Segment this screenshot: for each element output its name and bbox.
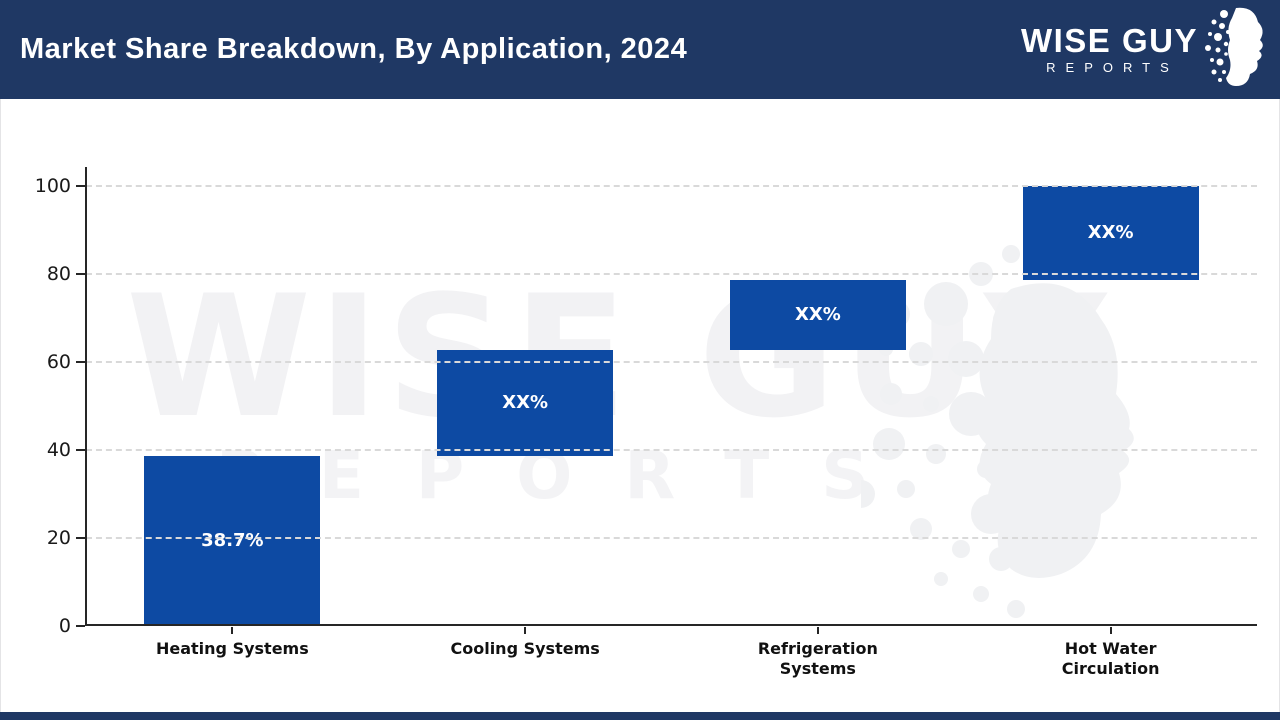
y-tick-40: [76, 449, 85, 451]
bar-value-label: XX%: [1087, 222, 1134, 244]
y-axis-line: [85, 167, 87, 626]
brand-subtitle: REPORTS: [1046, 60, 1179, 75]
y-tick-label-60: 60: [46, 351, 71, 373]
footer-bar: [0, 712, 1280, 720]
header-bar: Market Share Breakdown, By Application, …: [0, 0, 1280, 99]
x-category-label: Heating Systems: [155, 639, 309, 658]
y-tick-20: [76, 537, 85, 539]
bar-segment: XX%: [729, 279, 906, 350]
chart-area: WISE GUY REPORTS 0 20 40 60 80 100 38.7% Heatin…: [0, 99, 1280, 712]
y-tick-0: [76, 625, 85, 627]
y-tick-80: [76, 273, 85, 275]
x-tick-1: [524, 627, 527, 634]
bar-value-label: XX%: [502, 392, 549, 414]
x-axis-line: [85, 624, 1257, 626]
bar-segment: XX%: [1022, 186, 1199, 280]
x-tick-3: [1109, 627, 1112, 634]
y-tick-100: [76, 185, 85, 187]
watermark-face-icon: [847, 229, 1201, 634]
bar-value-label: 38.7%: [201, 530, 264, 552]
x-tick-2: [816, 627, 819, 634]
brand-name: WISE GUY: [1020, 22, 1198, 59]
y-tick-label-80: 80: [46, 263, 71, 285]
brand-logo-text: WISE GUY REPORTS: [1020, 22, 1198, 76]
page-title: Market Share Breakdown, By Application, …: [20, 33, 688, 65]
x-tick-0: [231, 627, 234, 634]
gridline-40: [86, 449, 1257, 451]
gridline-20: [86, 537, 1257, 539]
y-tick-label-40: 40: [46, 439, 71, 461]
x-category-label: Hot Water Circulation: [1061, 639, 1160, 678]
y-tick-label-0: 0: [58, 615, 71, 637]
bar-segment: 38.7%: [144, 455, 321, 626]
y-tick-label-20: 20: [46, 527, 71, 549]
brand-logo: WISE GUY REPORTS: [1021, 4, 1266, 95]
x-category-label: Refrigeration Systems: [757, 639, 878, 678]
y-tick-label-100: 100: [34, 175, 71, 197]
y-tick-60: [76, 361, 85, 363]
x-category-label: Cooling Systems: [450, 639, 600, 658]
gridline-100: [86, 185, 1257, 187]
bar-segment: XX%: [437, 349, 614, 456]
gridline-60: [86, 361, 1257, 363]
gridline-80: [86, 273, 1257, 275]
bar-value-label: XX%: [794, 304, 841, 326]
logo-face-icon: [1202, 4, 1266, 95]
